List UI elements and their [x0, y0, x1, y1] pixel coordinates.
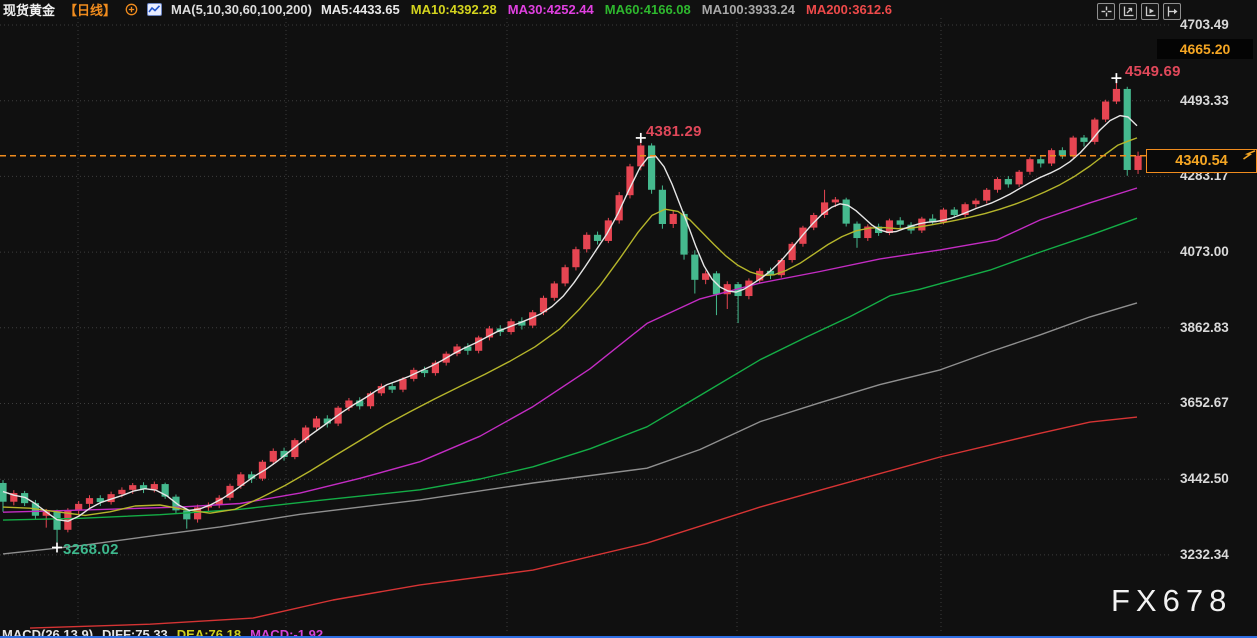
instrument-title: 现货黄金 — [3, 3, 56, 18]
price-marker-label: 4665.20 — [1157, 39, 1253, 59]
axis-price-label: 4073.00 — [1180, 244, 1229, 260]
toolbar — [1097, 3, 1181, 20]
axis-price-label: 4493.33 — [1180, 92, 1229, 108]
bottom-pane-divider — [0, 636, 1257, 638]
play-axis-icon[interactable] — [1141, 3, 1159, 20]
topbar: 现货黄金 【日线】 MA(5,10,30,60,100,200) MA5:443… — [3, 1, 892, 18]
macd-indicator-row: MACD(26,13,9) DIFF:75.33 DEA:76.18 MACD:-1.… — [2, 627, 323, 638]
axis-price-label: 4703.49 — [1180, 17, 1229, 32]
axis-price-label: 3652.67 — [1180, 395, 1229, 411]
crosshair-icon[interactable] — [1097, 3, 1115, 20]
price-annotation: 4549.69 — [1125, 63, 1181, 80]
macd-value: DIFF:75.33 — [102, 627, 168, 638]
macd-value: MACD:-1.92 — [250, 627, 324, 638]
period-label[interactable]: 【日线】 — [64, 3, 117, 18]
ma-value: MA100:3933.24 — [701, 2, 795, 17]
axis-price-label: 3232.34 — [1180, 546, 1229, 562]
ma-params: MA(5,10,30,60,100,200) — [171, 2, 312, 17]
latest-price-flag-icon[interactable] — [1243, 147, 1256, 165]
axis-price-label: 3442.50 — [1180, 471, 1229, 487]
ma-value: MA10:4392.28 — [410, 2, 497, 17]
goto-latest-icon[interactable] — [1163, 3, 1181, 20]
ma-value: MA200:3612.6 — [805, 2, 892, 17]
current-price-label: 4340.54 — [1146, 148, 1257, 173]
price-annotation: 4381.29 — [646, 123, 702, 140]
watermark: FX678 — [1111, 583, 1233, 618]
add-circle-icon[interactable] — [125, 3, 138, 16]
ma-values: MA5:4433.65 MA10:4392.28 MA30:4252.44 MA60:… — [321, 2, 892, 17]
indicator-icon[interactable] — [147, 3, 163, 16]
ma-value: MA60:4166.08 — [604, 2, 691, 17]
ma-value: MA5:4433.65 — [320, 2, 400, 17]
price-annotation: 3268.02 — [63, 541, 119, 558]
axis-price-label: 3862.83 — [1180, 319, 1229, 335]
scale-axis-icon[interactable] — [1119, 3, 1137, 20]
macd-value: DEA:76.18 — [176, 627, 242, 638]
macd-value: MACD(26,13,9) — [2, 627, 94, 638]
ma-value: MA30:4252.44 — [507, 2, 594, 17]
